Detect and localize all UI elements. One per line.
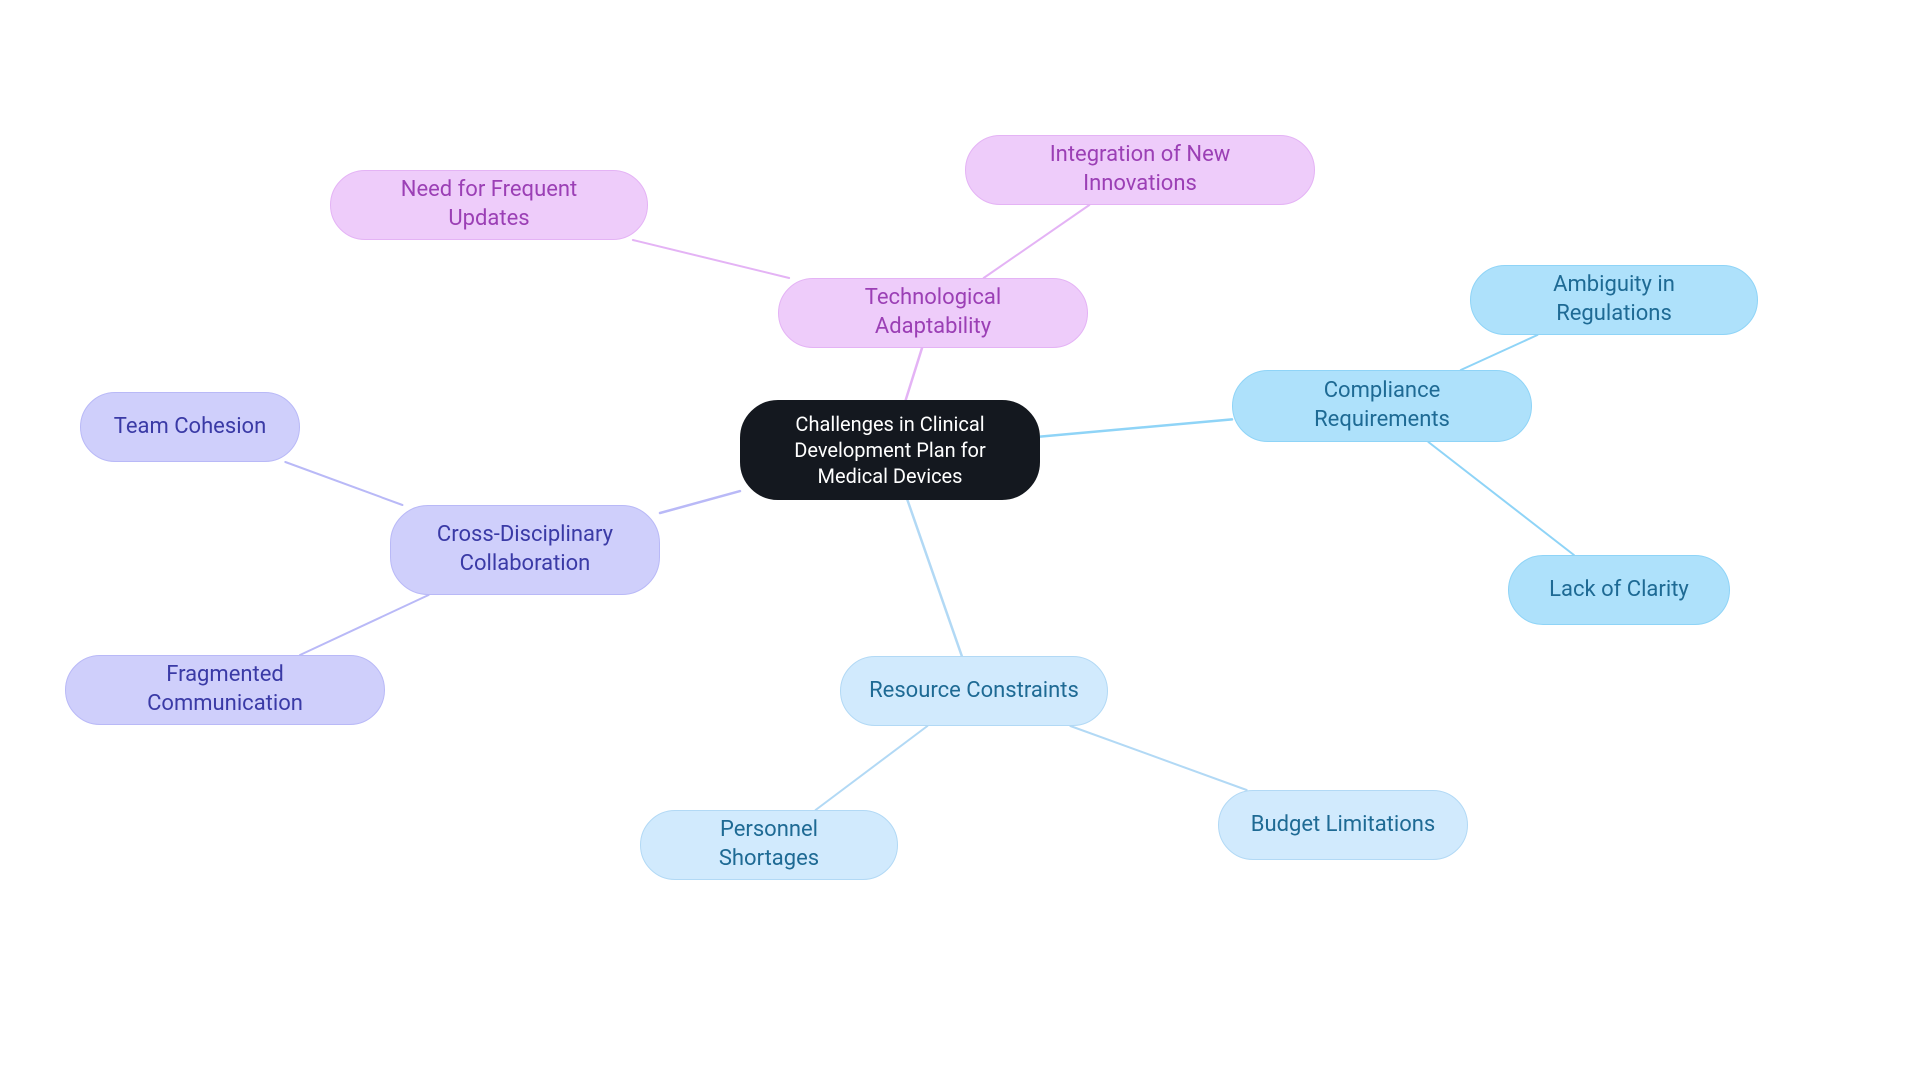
- edge: [1428, 442, 1574, 555]
- branch-node-clarity: Lack of Clarity: [1508, 555, 1730, 625]
- branch-node-compliance: Compliance Requirements: [1232, 370, 1532, 442]
- edge: [1461, 335, 1538, 370]
- edges-layer: [0, 0, 1920, 1083]
- branch-node-integration: Integration of New Innovations: [965, 135, 1315, 205]
- branch-node-ambiguity: Ambiguity in Regulations: [1470, 265, 1758, 335]
- edge: [1070, 726, 1246, 790]
- edge: [660, 491, 740, 513]
- branch-node-updates: Need for Frequent Updates: [330, 170, 648, 240]
- branch-node-fragmented: Fragmented Communication: [65, 655, 385, 725]
- mindmap-canvas: Challenges in Clinical Development Plan …: [0, 0, 1920, 1083]
- edge: [906, 348, 922, 400]
- branch-node-budget: Budget Limitations: [1218, 790, 1468, 860]
- edge: [1040, 419, 1232, 436]
- root-node: Challenges in Clinical Development Plan …: [740, 400, 1040, 500]
- branch-node-resource: Resource Constraints: [840, 656, 1108, 726]
- edge: [300, 595, 429, 655]
- branch-node-tech: Technological Adaptability: [778, 278, 1088, 348]
- edge: [984, 205, 1090, 278]
- branch-node-cohesion: Team Cohesion: [80, 392, 300, 462]
- branch-node-cross: Cross-Disciplinary Collaboration: [390, 505, 660, 595]
- branch-node-personnel: Personnel Shortages: [640, 810, 898, 880]
- edge: [285, 462, 402, 505]
- edge: [633, 240, 789, 278]
- edge: [907, 500, 961, 656]
- edge: [816, 726, 928, 810]
